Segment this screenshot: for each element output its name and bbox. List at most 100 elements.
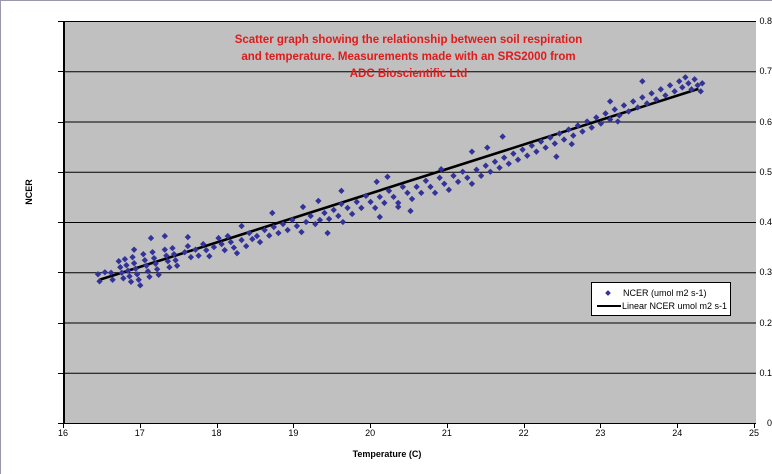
- data-point: [117, 264, 124, 271]
- data-point: [553, 153, 560, 160]
- data-point: [685, 80, 692, 87]
- data-point: [427, 183, 434, 191]
- data-point: [124, 267, 132, 274]
- x-tick-mark: [216, 423, 218, 428]
- data-point: [484, 144, 491, 151]
- data-point: [184, 242, 192, 250]
- x-tick-label: 25: [748, 428, 759, 438]
- data-point: [293, 222, 301, 230]
- data-point: [238, 236, 245, 244]
- data-point: [107, 269, 115, 276]
- data-point: [556, 130, 563, 137]
- data-point: [482, 162, 489, 169]
- data-point: [141, 257, 149, 264]
- diamond-marker-icon: [596, 287, 622, 298]
- data-point: [431, 189, 439, 197]
- data-point: [150, 255, 158, 262]
- data-point: [385, 187, 393, 195]
- data-point: [629, 98, 637, 105]
- data-point: [568, 140, 575, 148]
- data-point: [547, 134, 554, 141]
- data-point: [130, 246, 138, 253]
- plot-area: [63, 21, 756, 424]
- trendline-path: [99, 87, 699, 282]
- data-point: [269, 209, 276, 217]
- data-point: [221, 246, 228, 254]
- line-marker-icon: [596, 300, 622, 311]
- data-point: [362, 192, 370, 200]
- data-point: [298, 228, 305, 236]
- x-tick-label: 21: [441, 428, 452, 438]
- data-point: [144, 268, 152, 275]
- data-point: [510, 150, 517, 157]
- data-point: [109, 276, 116, 283]
- data-point: [181, 248, 188, 256]
- data-point: [133, 271, 141, 278]
- data-point: [140, 250, 147, 258]
- data-point: [418, 189, 425, 197]
- data-point: [570, 132, 577, 139]
- data-point: [130, 260, 138, 267]
- data-point: [149, 248, 156, 256]
- data-point: [384, 173, 391, 180]
- data-point: [639, 78, 646, 85]
- data-point: [94, 271, 102, 278]
- data-point: [657, 86, 664, 93]
- data-point: [249, 235, 256, 243]
- data-point: [353, 198, 360, 206]
- data-point: [390, 193, 397, 201]
- x-tick-mark: [600, 423, 602, 428]
- x-axis-title: Temperature (C): [352, 449, 422, 459]
- data-point: [602, 110, 609, 117]
- data-point: [542, 144, 549, 151]
- data-point: [312, 220, 319, 228]
- data-point: [330, 206, 337, 214]
- data-point: [338, 200, 345, 208]
- data-point: [238, 222, 245, 230]
- y-tick-label: 0.5: [759, 166, 772, 177]
- x-tick-label: 22: [518, 428, 529, 438]
- data-point: [565, 126, 572, 133]
- data-point: [192, 246, 199, 253]
- y-tick-mark: [58, 322, 63, 324]
- data-point: [367, 198, 374, 206]
- data-point: [694, 82, 701, 89]
- data-point: [137, 282, 144, 289]
- data-point: [574, 122, 582, 129]
- data-point: [579, 128, 586, 135]
- data-point: [227, 238, 235, 246]
- data-point: [505, 160, 512, 167]
- data-point: [200, 240, 207, 248]
- data-point: [101, 269, 109, 276]
- data-point: [422, 177, 430, 184]
- data-point: [121, 256, 129, 263]
- data-point: [528, 142, 535, 149]
- data-point: [324, 229, 331, 237]
- data-point: [454, 178, 462, 185]
- data-point: [325, 215, 333, 223]
- data-point: [679, 84, 686, 91]
- data-point: [173, 262, 181, 269]
- data-point: [399, 183, 407, 191]
- x-tick-label: 19: [288, 428, 299, 438]
- data-point: [533, 148, 540, 155]
- data-point: [666, 82, 674, 89]
- x-tick-label: 18: [211, 428, 222, 438]
- x-tick-label: 23: [595, 428, 606, 438]
- y-axis-title: NCER: [24, 179, 34, 205]
- data-point: [344, 204, 351, 212]
- y-tick-mark: [58, 423, 63, 424]
- data-point: [335, 212, 342, 220]
- data-point: [161, 246, 168, 253]
- data-point: [348, 210, 356, 218]
- y-tick-label: 0.4: [759, 217, 772, 227]
- data-point: [123, 262, 130, 269]
- data-point: [316, 216, 324, 224]
- y-tick-label: 0.6: [759, 116, 772, 127]
- data-point: [315, 197, 322, 205]
- data-point: [524, 152, 531, 159]
- data-point: [464, 174, 471, 181]
- y-tick-label: 0.3: [759, 267, 772, 278]
- data-point: [132, 265, 139, 272]
